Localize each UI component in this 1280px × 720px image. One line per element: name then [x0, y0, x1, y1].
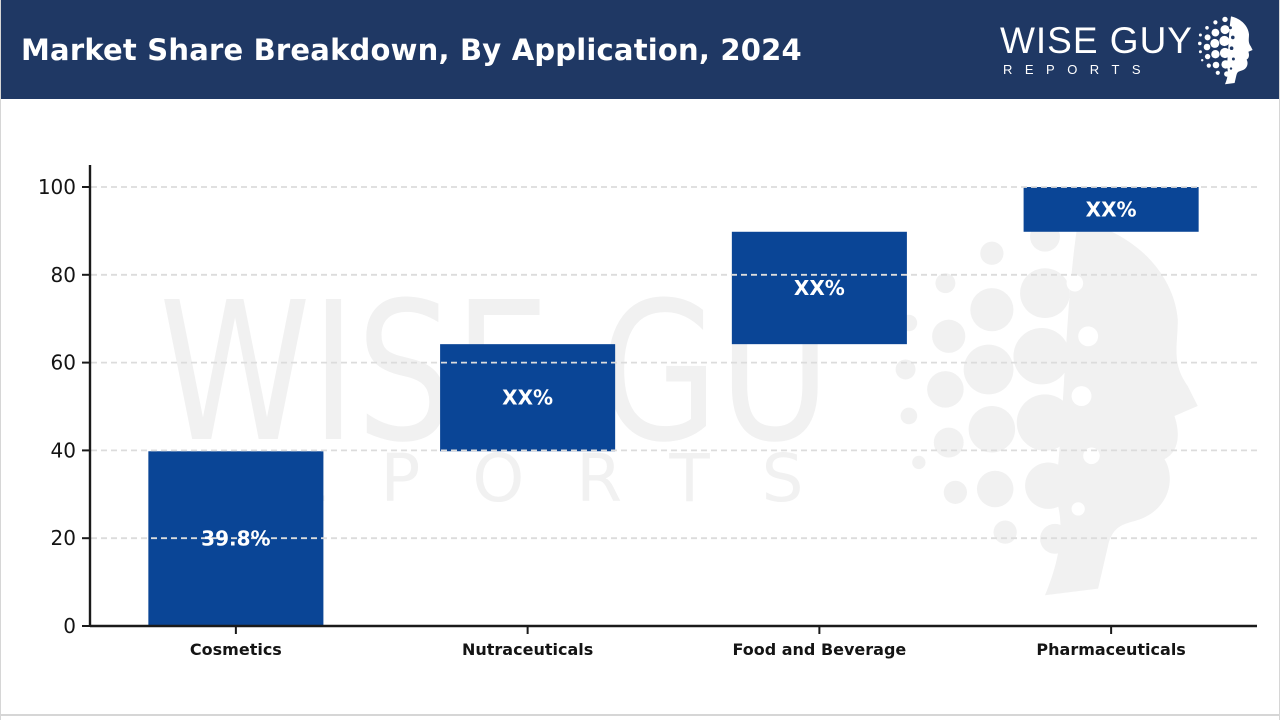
- x-tick-label-nutraceuticals: Nutraceuticals: [462, 640, 593, 659]
- y-tick-label-0: 0: [63, 614, 76, 638]
- x-tick-label-pharmaceuticals: Pharmaceuticals: [1036, 640, 1185, 659]
- bar-label-nutraceuticals: XX%: [502, 386, 553, 410]
- header-bar: Market Share Breakdown, By Application, …: [1, 0, 1279, 99]
- bottom-divider: [1, 714, 1279, 716]
- bar-food-and-beverage: [731, 231, 907, 345]
- wise-guy-logo: WISE GUY REPORTS: [1000, 9, 1255, 91]
- y-tick-label-80: 80: [51, 263, 76, 287]
- x-tick-label-cosmetics: Cosmetics: [190, 640, 282, 659]
- bar-label-food-and-beverage: XX%: [794, 276, 845, 300]
- y-tick-label-100: 100: [38, 175, 76, 199]
- page-title: Market Share Breakdown, By Application, …: [21, 32, 802, 67]
- bar-label-pharmaceuticals: XX%: [1086, 197, 1137, 221]
- logo-wordmark-line2: REPORTS: [1002, 62, 1154, 77]
- logo-wordmark: WISE GUY REPORTS: [1000, 22, 1193, 77]
- y-tick-label-40: 40: [51, 438, 76, 462]
- watermark-face-icon: [879, 210, 1211, 602]
- bar-pharmaceuticals: [1023, 187, 1199, 232]
- bar-label-cosmetics: 39.8%: [201, 527, 270, 551]
- logo-face-icon: [1195, 9, 1255, 91]
- x-tick-label-food-and-beverage: Food and Beverage: [732, 640, 906, 659]
- y-tick-label-60: 60: [51, 351, 76, 375]
- y-tick-label-20: 20: [51, 526, 76, 550]
- logo-wordmark-line1: WISE GUY: [999, 20, 1193, 61]
